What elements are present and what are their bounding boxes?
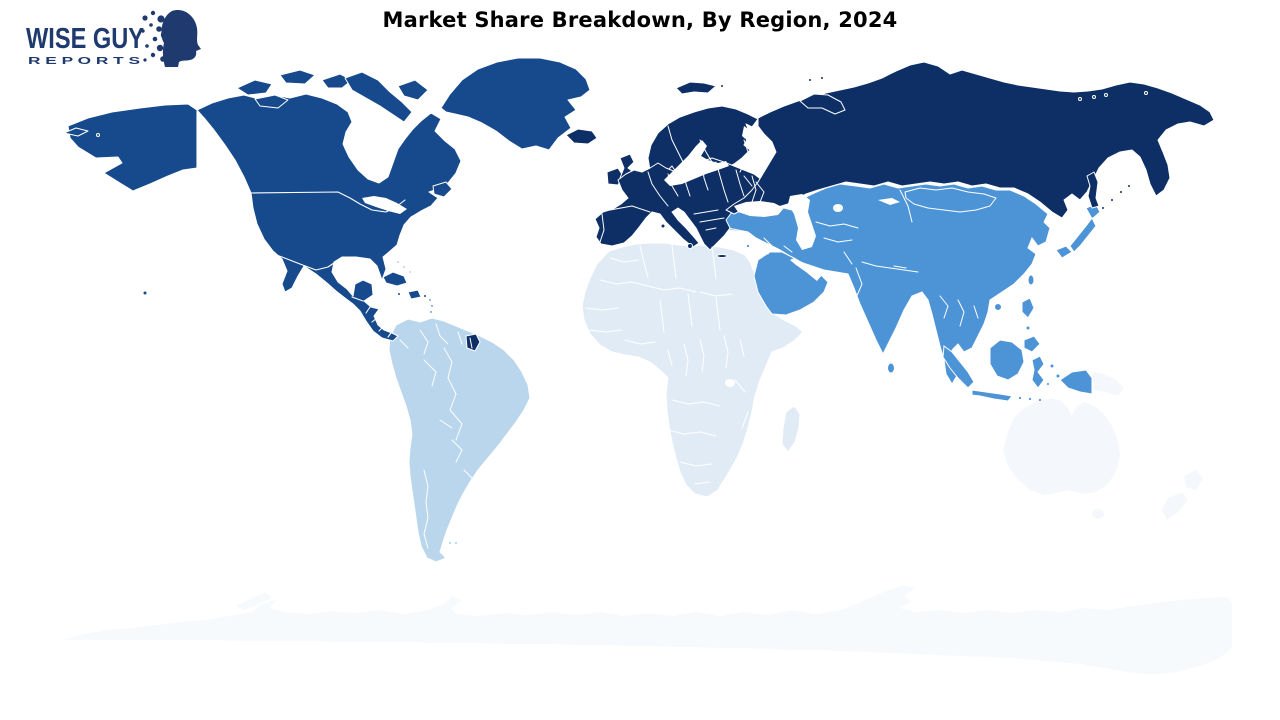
island-hispaniola	[407, 289, 422, 300]
island-sardinia	[660, 223, 666, 229]
island-falkland-east	[453, 540, 459, 546]
landmass-greenland	[440, 57, 591, 151]
island-falkland-west	[447, 540, 453, 546]
inland-seas	[362, 126, 900, 387]
island-madagascar	[781, 405, 801, 453]
island-novaya-zemlya	[799, 93, 846, 115]
chart-title: Market Share Breakdown, By Region, 2024	[382, 8, 898, 32]
island-borneo	[989, 339, 1025, 381]
island-kyushu	[1055, 245, 1073, 259]
sea-baltic	[664, 140, 729, 186]
islands-canadian-arctic-3	[321, 73, 353, 89]
landmass-australia	[1003, 399, 1120, 495]
country-borders-asia	[763, 187, 997, 327]
islands-aleutian	[63, 127, 89, 137]
island-newfoundland	[432, 181, 453, 198]
island-sri-lanka	[887, 362, 895, 374]
island-sicily	[687, 243, 693, 249]
sea-aral	[833, 204, 843, 212]
island-victoria	[254, 94, 289, 109]
country-borders-south-america	[399, 323, 473, 549]
landmass-canada-us-mexico	[196, 93, 462, 342]
sea-black	[734, 201, 784, 217]
island-sulawesi	[1031, 355, 1045, 389]
island-new-zealand-north	[1184, 470, 1203, 490]
island-new-guinea-east	[1092, 372, 1124, 396]
region-south-america	[388, 317, 531, 563]
logo-head-icon	[141, 10, 201, 67]
region-africa	[581, 242, 804, 498]
sea-white	[742, 126, 752, 142]
region-north-america	[63, 57, 591, 342]
island-java	[971, 389, 1013, 402]
island-svalbard	[675, 81, 717, 95]
island-luzon	[1021, 297, 1035, 319]
landmass-antarctica	[62, 585, 1232, 675]
island-iceland	[565, 128, 598, 145]
island-tasmania	[1092, 509, 1104, 519]
island-hawaii	[142, 290, 148, 296]
territory-french-guiana	[465, 333, 481, 352]
region-asia	[715, 183, 1101, 407]
logo-subtext: R E P O R T S	[28, 55, 140, 67]
island-cuba	[382, 271, 408, 287]
region-antarctica	[62, 585, 1232, 675]
sea-caspian	[788, 194, 816, 250]
landmass-africa	[581, 242, 804, 498]
island-baffin	[344, 71, 413, 123]
lake-victoria	[725, 379, 735, 387]
island-sakhalin	[1086, 171, 1100, 209]
wise-guy-reports-logo: WISE GUY R E P O R T S	[26, 10, 201, 67]
landmass-alaska	[67, 103, 198, 192]
islands-canadian-arctic-1	[236, 79, 273, 96]
lake-balkhash	[878, 198, 900, 205]
region-europe-russia	[465, 61, 1215, 352]
antarctic-peninsula	[236, 592, 272, 610]
logo-wordmark: WISE GUY	[26, 23, 144, 55]
island-new-guinea-west	[1059, 369, 1093, 395]
island-mindanao	[1023, 335, 1041, 353]
landmass-south-america	[388, 317, 531, 563]
island-crete	[716, 254, 728, 258]
country-borders-europe	[599, 125, 765, 243]
island-cyprus	[745, 243, 751, 249]
country-borders-africa	[585, 244, 749, 485]
country-borders-north-america	[196, 111, 406, 338]
lakes-great-lakes	[362, 196, 407, 214]
region-oceania	[1003, 372, 1203, 520]
gulf-persian	[790, 258, 822, 281]
island-new-zealand-south	[1162, 492, 1188, 520]
island-jamaica	[397, 292, 401, 296]
island-taiwan	[1027, 274, 1035, 286]
island-visayas	[1025, 325, 1031, 331]
islands-canadian-arctic-2	[279, 69, 316, 85]
island-honshu	[1069, 217, 1097, 253]
island-puerto-rico	[423, 294, 427, 298]
island-hainan	[994, 303, 1002, 311]
island-ellesmere	[397, 79, 429, 101]
island-sumatra	[942, 345, 975, 389]
